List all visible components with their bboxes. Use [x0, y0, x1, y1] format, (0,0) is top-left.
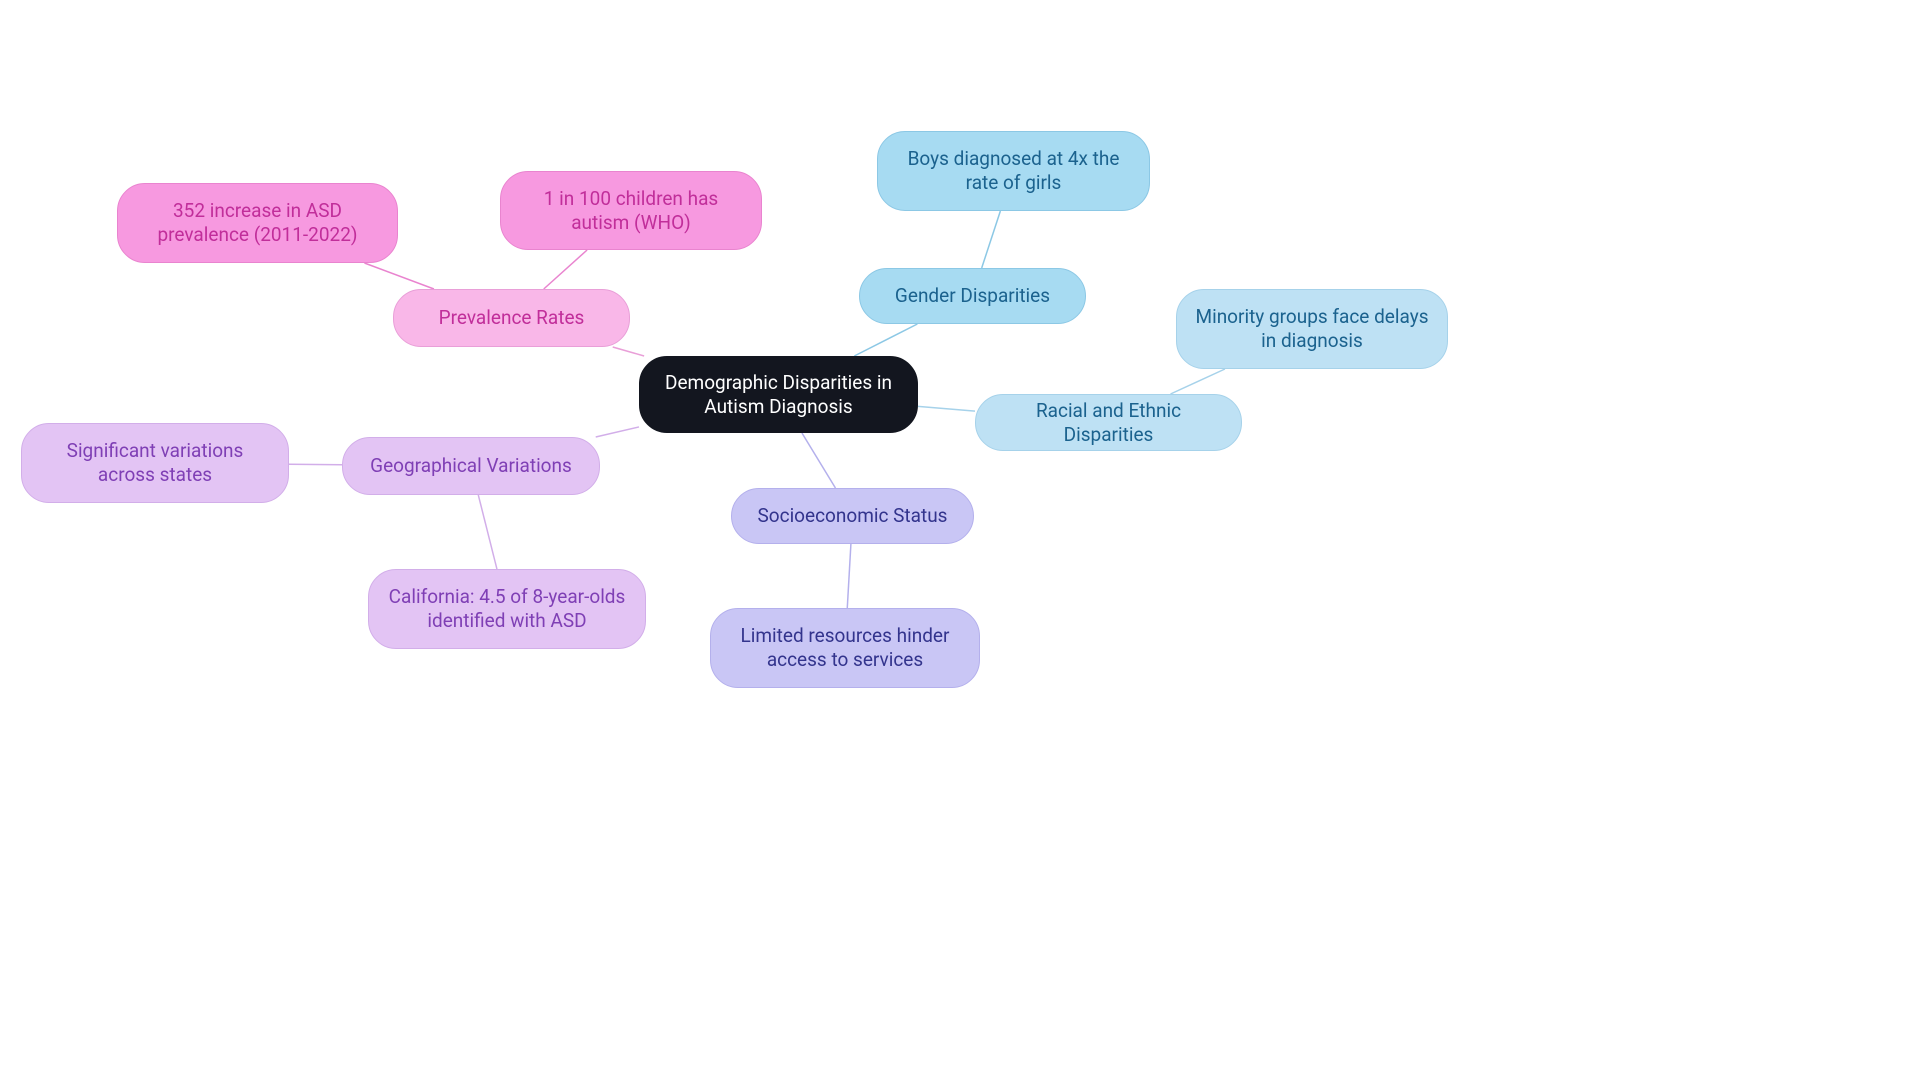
edge-root-prevalence	[613, 347, 644, 356]
node-label: Gender Disparities	[895, 284, 1050, 308]
node-label: 1 in 100 children has autism (WHO)	[519, 187, 743, 235]
node-gender-boys: Boys diagnosed at 4x the rate of girls	[877, 131, 1150, 211]
node-label: Significant variations across states	[40, 439, 270, 487]
edge-geo-geo-states	[289, 464, 342, 465]
node-prev-who: 1 in 100 children has autism (WHO)	[500, 171, 762, 250]
edge-root-racial	[918, 406, 975, 411]
edge-prevalence-prev-352	[364, 263, 434, 289]
node-label: Prevalence Rates	[439, 306, 585, 330]
node-label: Minority groups face delays in diagnosis	[1195, 305, 1429, 353]
edge-gender-gender-boys	[982, 211, 1001, 268]
node-racial-minority: Minority groups face delays in diagnosis	[1176, 289, 1448, 369]
node-gender: Gender Disparities	[859, 268, 1086, 324]
node-prevalence: Prevalence Rates	[393, 289, 630, 347]
edge-root-gender	[854, 324, 917, 356]
node-geo-california: California: 4.5 of 8-year-olds identifie…	[368, 569, 646, 649]
node-label: Racial and Ethnic Disparities	[994, 399, 1223, 447]
node-label: Boys diagnosed at 4x the rate of girls	[896, 147, 1131, 195]
node-label: Geographical Variations	[370, 454, 572, 478]
mindmap-canvas: Demographic Disparities in Autism Diagno…	[0, 0, 1920, 1083]
node-socio-limited: Limited resources hinder access to servi…	[710, 608, 980, 688]
node-geo: Geographical Variations	[342, 437, 600, 495]
edge-geo-geo-california	[478, 495, 497, 569]
node-label: California: 4.5 of 8-year-olds identifie…	[387, 585, 627, 633]
node-label: Limited resources hinder access to servi…	[729, 624, 961, 672]
edge-root-geo	[596, 427, 639, 437]
edge-socio-socio-limited	[847, 544, 851, 608]
node-label: 352 increase in ASD prevalence (2011-202…	[136, 199, 379, 247]
edge-racial-racial-minority	[1171, 369, 1225, 394]
node-racial: Racial and Ethnic Disparities	[975, 394, 1242, 451]
node-label: Socioeconomic Status	[758, 504, 948, 528]
node-prev-352: 352 increase in ASD prevalence (2011-202…	[117, 183, 398, 263]
node-label: Demographic Disparities in Autism Diagno…	[658, 371, 899, 419]
node-socio: Socioeconomic Status	[731, 488, 974, 544]
edge-prevalence-prev-who	[544, 250, 587, 289]
node-geo-states: Significant variations across states	[21, 423, 289, 503]
node-root: Demographic Disparities in Autism Diagno…	[639, 356, 918, 433]
edge-root-socio	[802, 433, 835, 488]
